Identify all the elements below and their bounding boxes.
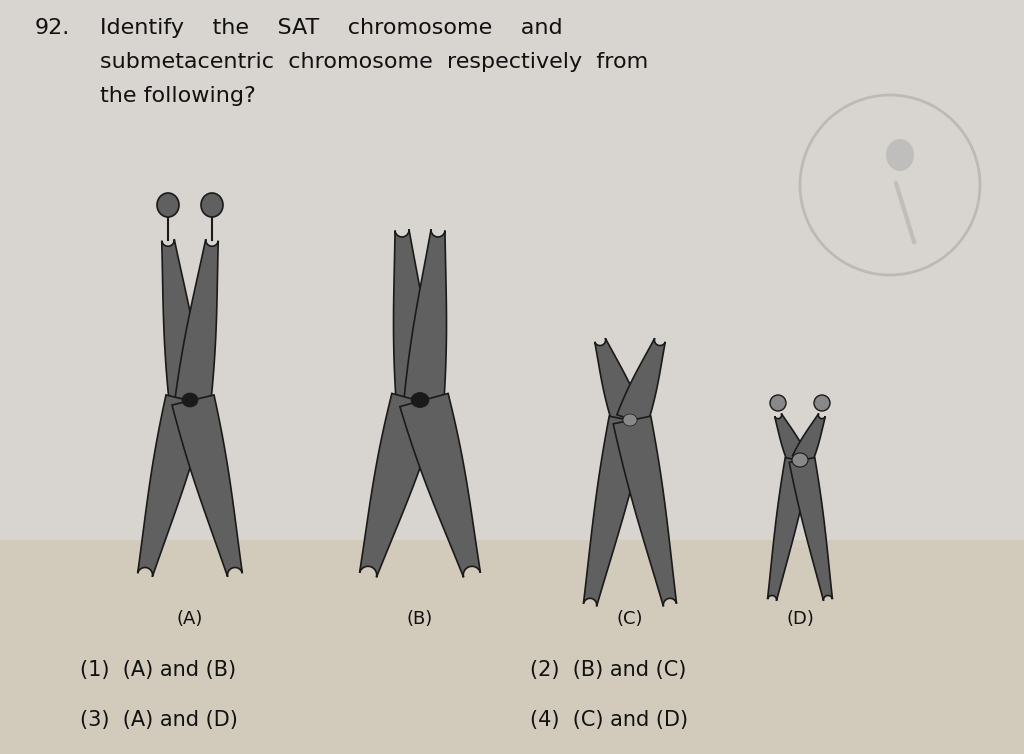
Polygon shape [172,395,243,577]
Polygon shape [137,395,208,577]
Ellipse shape [814,395,830,411]
Text: (D): (D) [786,610,814,628]
Text: the following?: the following? [100,86,256,106]
Text: (3)  (A) and (D): (3) (A) and (D) [80,710,238,730]
Text: (C): (C) [616,610,643,628]
Polygon shape [400,394,480,578]
Polygon shape [790,458,833,601]
Ellipse shape [157,193,179,217]
Ellipse shape [201,193,223,217]
Polygon shape [393,229,436,402]
Text: submetacentric  chromosome  respectively  from: submetacentric chromosome respectively f… [100,52,648,72]
Text: (4)  (C) and (D): (4) (C) and (D) [530,710,688,730]
Polygon shape [584,416,647,606]
Polygon shape [613,416,677,606]
Ellipse shape [411,393,429,407]
Polygon shape [359,394,440,578]
Bar [0,540,1024,754]
Text: (A): (A) [177,610,203,628]
Ellipse shape [182,393,198,407]
Text: (B): (B) [407,610,433,628]
Polygon shape [793,413,825,464]
Text: Identify    the    SAT    chromosome    and: Identify the SAT chromosome and [100,18,562,38]
Text: (1)  (A) and (B): (1) (A) and (B) [80,660,237,680]
Text: (2)  (B) and (C): (2) (B) and (C) [530,660,686,680]
Ellipse shape [792,453,808,467]
Polygon shape [404,229,446,402]
Text: 92.: 92. [35,18,71,38]
Polygon shape [616,338,666,425]
Ellipse shape [770,395,786,411]
Ellipse shape [623,414,637,426]
Polygon shape [162,239,205,402]
Polygon shape [595,338,643,425]
Polygon shape [175,239,218,402]
Polygon shape [775,413,808,464]
FancyArrowPatch shape [896,182,914,242]
Polygon shape [768,458,811,601]
Ellipse shape [886,139,914,171]
